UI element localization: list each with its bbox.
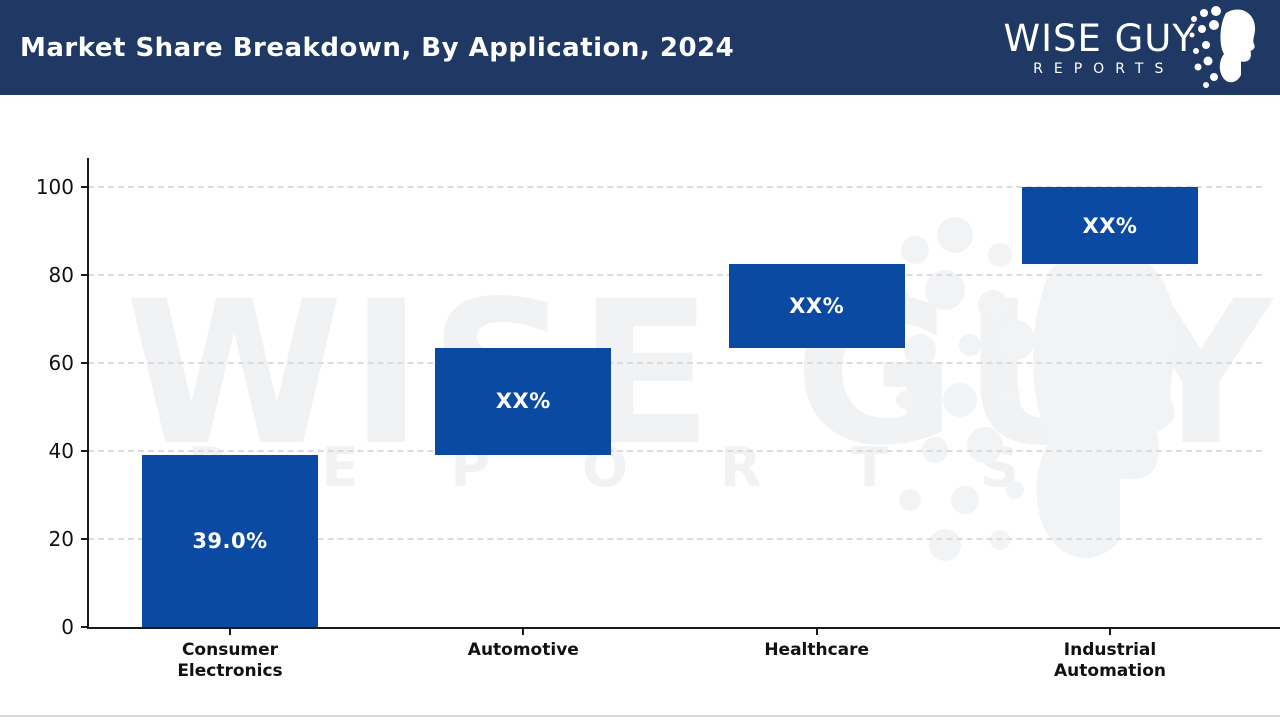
category-label: Healthcare <box>707 640 927 661</box>
category-label: Automotive <box>413 640 633 661</box>
bar-label: 39.0% <box>192 529 268 554</box>
category-label-line: Industrial <box>1063 640 1157 660</box>
page-title: Market Share Breakdown, By Application, … <box>20 32 735 63</box>
brand-logo: WISE GUY REPORTS <box>1004 4 1264 92</box>
category-label-line: Automation <box>1054 661 1166 681</box>
gridline <box>88 538 1262 540</box>
y-tick-mark <box>81 450 88 452</box>
gridline <box>88 450 1262 452</box>
y-axis-line <box>87 158 89 629</box>
y-tick-mark <box>81 362 88 364</box>
brand-name: WISE GUY <box>1003 17 1196 61</box>
bar: XX% <box>728 264 905 348</box>
x-axis-line <box>87 627 1280 629</box>
category-label-line: Consumer <box>181 640 279 660</box>
x-tick-mark <box>522 629 525 635</box>
y-tick-mark <box>81 626 88 628</box>
bar-label: XX% <box>1082 213 1138 238</box>
y-tick-mark <box>81 538 88 540</box>
y-tick-label: 100 <box>35 175 74 199</box>
gridline <box>88 362 1262 364</box>
footer-divider <box>0 715 1280 717</box>
bar-label: XX% <box>789 293 845 318</box>
y-tick-mark <box>81 274 88 276</box>
y-tick-label: 0 <box>61 615 74 639</box>
brand-tagline: REPORTS <box>1033 60 1175 77</box>
gridline <box>88 186 1262 188</box>
bar-label: XX% <box>495 389 551 414</box>
category-label: Industrial Automation <box>1000 640 1220 682</box>
bar: XX% <box>1022 187 1198 264</box>
bar: 39.0% <box>142 455 318 627</box>
header-bar: Market Share Breakdown, By Application, … <box>0 0 1280 95</box>
bar: XX% <box>435 347 612 456</box>
y-tick-label: 80 <box>48 263 74 287</box>
gridline <box>88 274 1262 276</box>
x-tick-mark <box>1109 629 1111 635</box>
y-tick-label: 20 <box>48 527 74 551</box>
y-tick-label: 60 <box>48 351 74 375</box>
category-label-line: Electronics <box>177 661 283 681</box>
brand-head-icon <box>1189 6 1256 88</box>
category-label-line: Automotive <box>467 640 579 660</box>
x-tick-mark <box>229 629 231 635</box>
x-tick-mark <box>815 629 818 635</box>
category-label: Consumer Electronics <box>120 640 340 682</box>
y-tick-mark <box>81 186 88 188</box>
category-label-line: Healthcare <box>764 640 870 660</box>
y-tick-label: 40 <box>48 439 74 463</box>
